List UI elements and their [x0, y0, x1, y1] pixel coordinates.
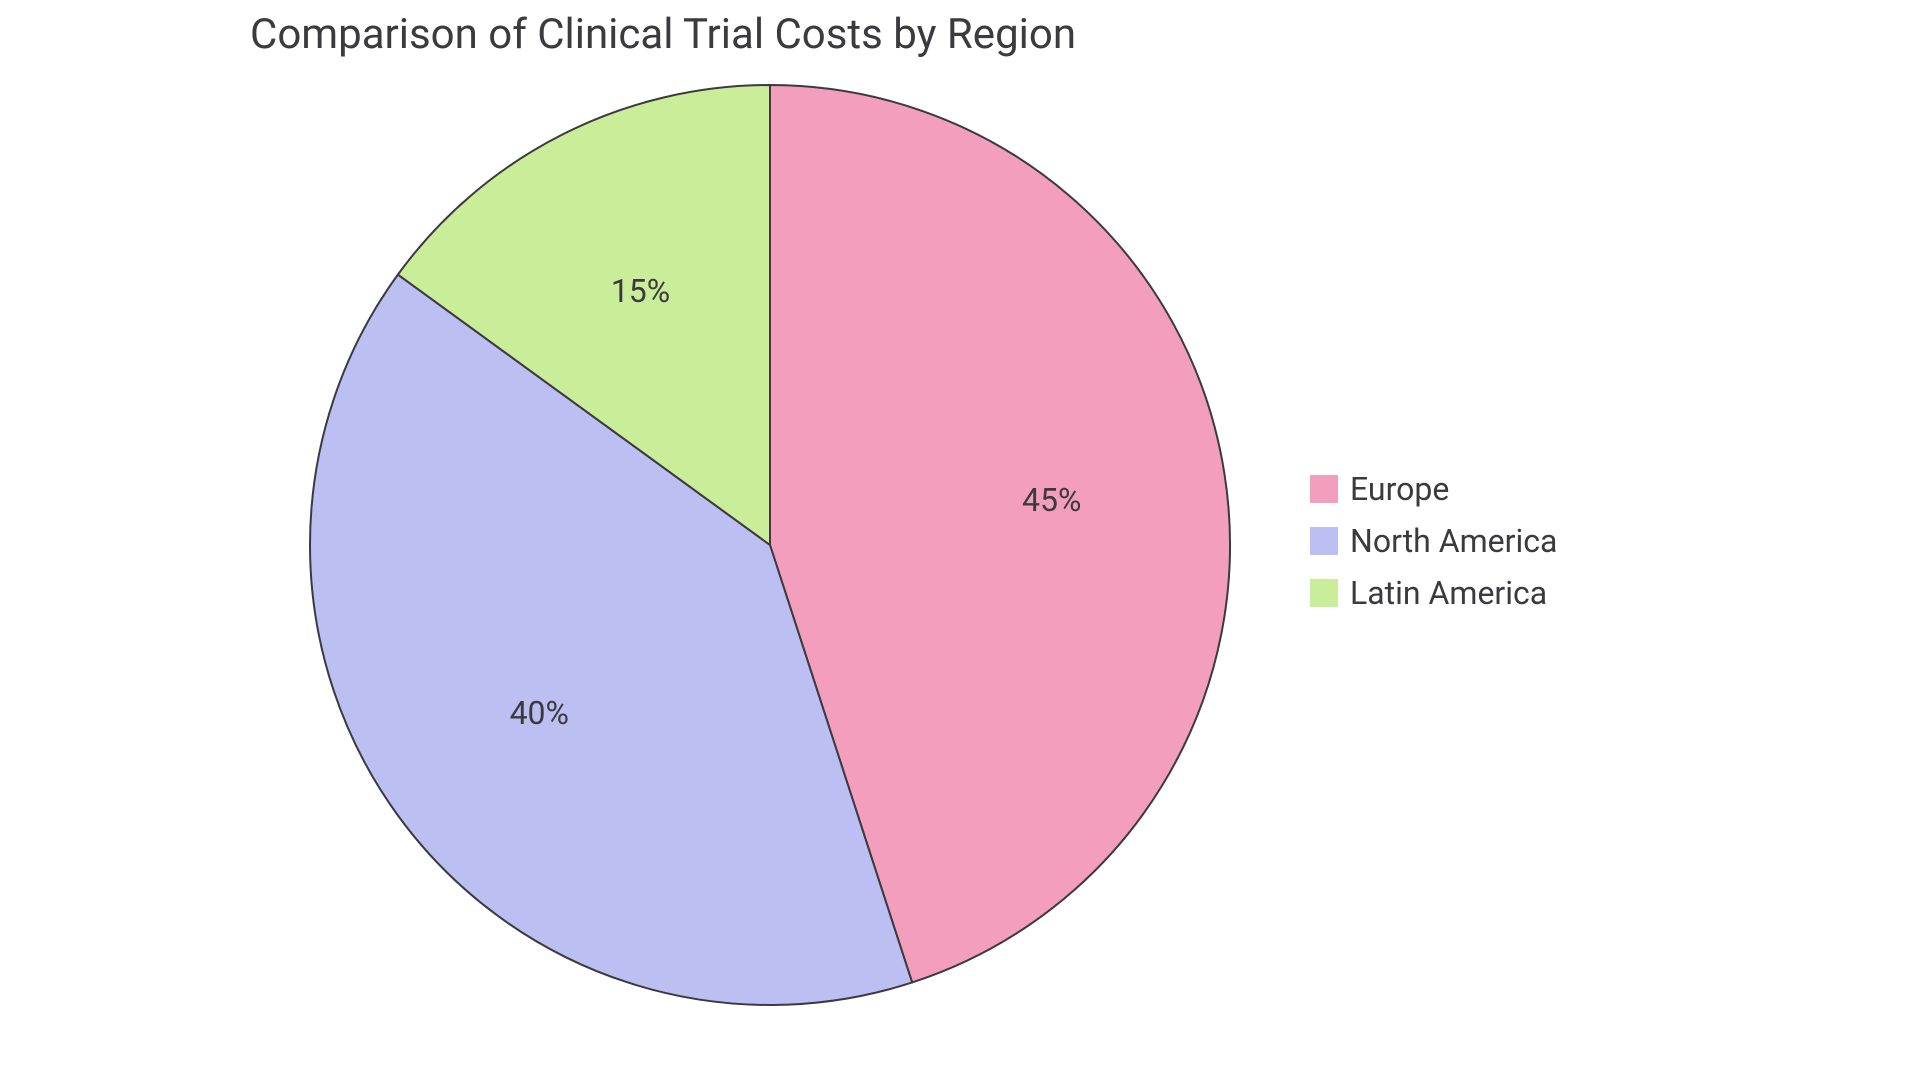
legend-item-north-america: North America [1310, 522, 1557, 560]
legend-label: Latin America [1350, 574, 1547, 612]
chart-title: Comparison of Clinical Trial Costs by Re… [250, 10, 1076, 59]
legend-item-europe: Europe [1310, 470, 1557, 508]
legend-swatch [1310, 579, 1338, 607]
legend: Europe North America Latin America [1310, 470, 1557, 626]
legend-item-latin-america: Latin America [1310, 574, 1557, 612]
slice-label-north-america: 40% [510, 694, 569, 732]
slice-label-europe: 45% [1022, 481, 1081, 519]
legend-label: North America [1350, 522, 1557, 560]
pie-chart: 45% 40% 15% [306, 81, 1234, 1013]
pie-svg [306, 81, 1234, 1009]
legend-swatch [1310, 527, 1338, 555]
slice-label-latin-america: 15% [611, 272, 670, 310]
legend-swatch [1310, 475, 1338, 503]
legend-label: Europe [1350, 470, 1449, 508]
